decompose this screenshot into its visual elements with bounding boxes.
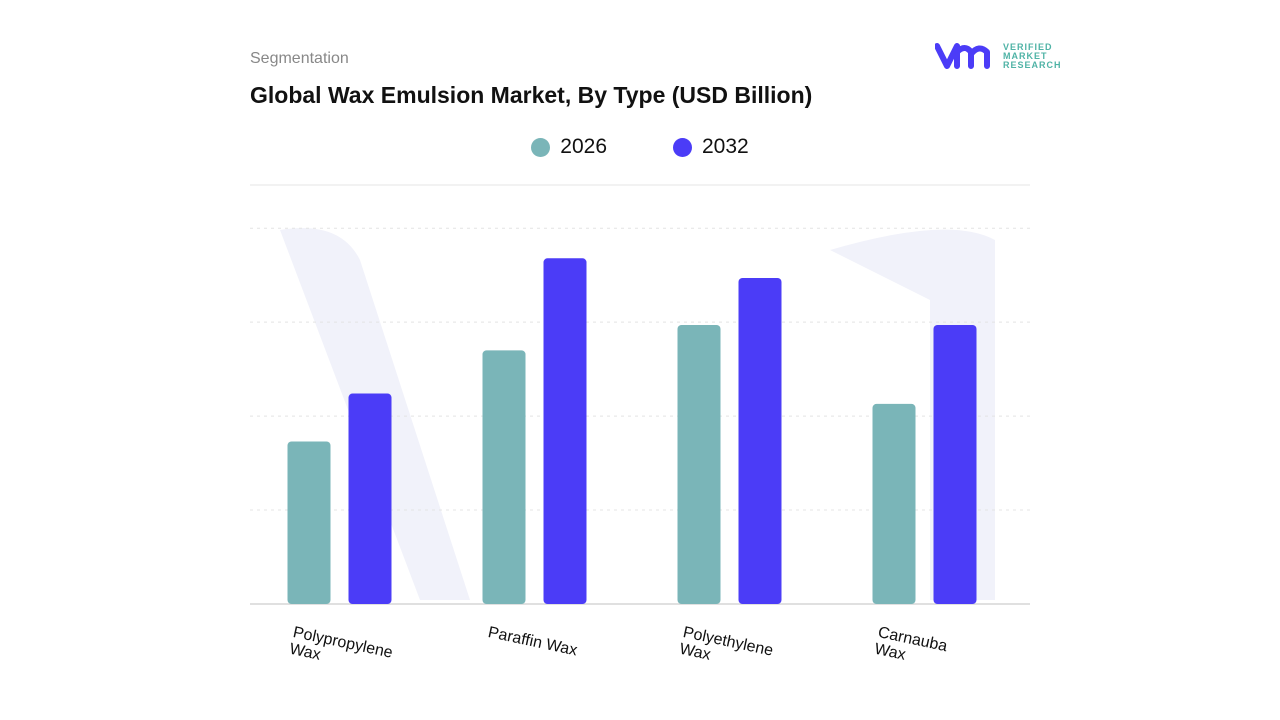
bar-2032-2 [738,278,782,604]
bar-2032-3 [933,324,977,604]
chart-title: Global Wax Emulsion Market, By Type (USD… [250,82,813,108]
watermark-logo [280,228,995,600]
bar-2032-0 [348,393,392,604]
legend-swatch-2032 [673,137,692,157]
legend: 2026 2032 [0,135,1280,159]
legend-label-2032: 2032 [702,135,749,158]
vmr-logo: VERIFIED MARKET RESEARCH [935,42,1062,70]
bar-2026-3 [872,403,916,604]
bar-2026-0 [287,441,331,604]
bar-2026-2 [677,324,721,604]
bar-2026-1 [482,350,526,604]
vmr-logo-icon [935,43,990,69]
logo-text-2: MARKET [1003,50,1048,61]
legend-label-2026: 2026 [560,135,607,158]
logo-text-3: RESEARCH [1003,59,1062,70]
legend-item-2026: 2026 [531,135,607,159]
segmentation-label: Segmentation [250,50,349,67]
legend-item-2032: 2032 [673,135,749,159]
bar-2032-1 [543,258,587,604]
logo-text-1: VERIFIED [1003,41,1053,52]
legend-swatch-2026 [531,137,551,157]
